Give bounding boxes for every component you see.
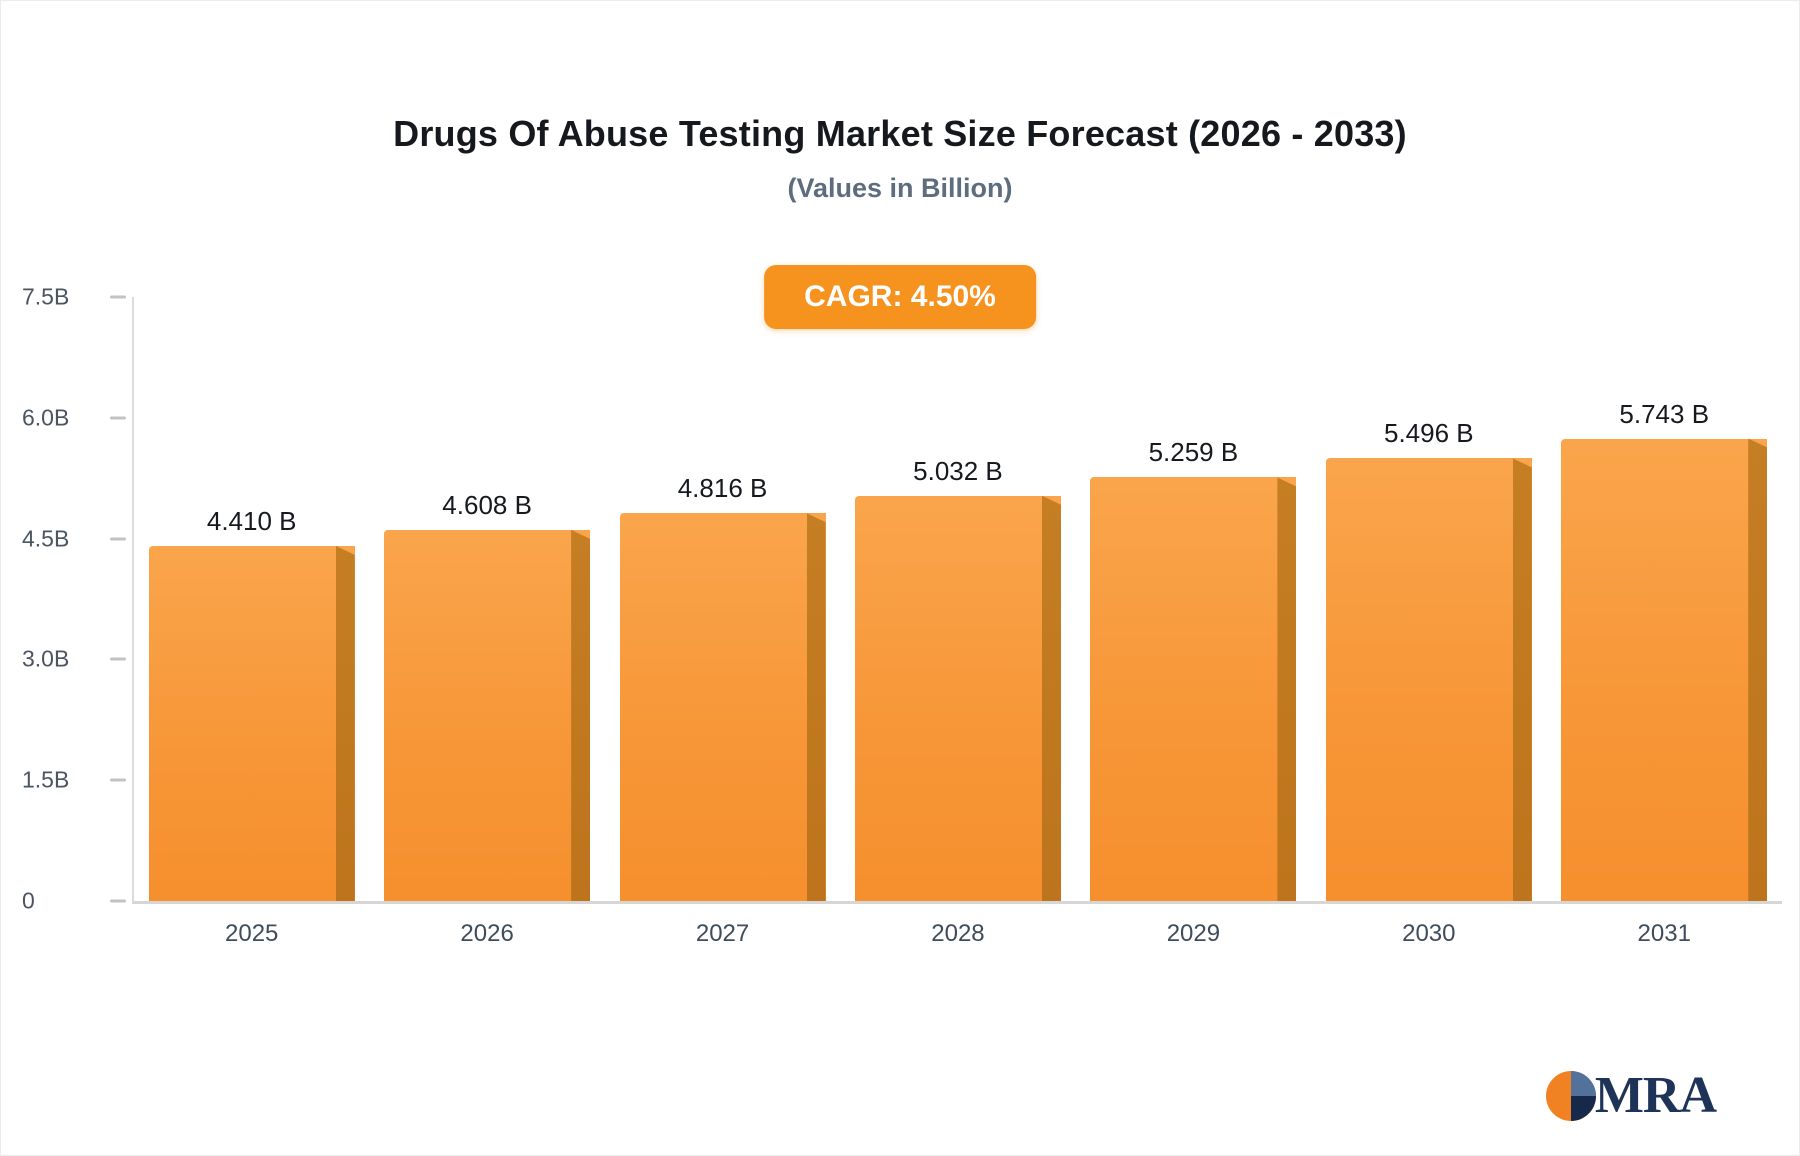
bar-group: 5.496 B 2030	[1325, 297, 1532, 947]
x-axis-label: 2027	[695, 920, 750, 947]
bar-value-label: 5.259 B	[1148, 437, 1239, 468]
y-axis-tick: 3.0B	[22, 646, 126, 673]
y-axis-tick-label: 1.5B	[22, 766, 70, 793]
bar-chart: 7.5B 6.0B 4.5B 3.0B 1.5B 0 4.410 B 2025 4.608 B…	[22, 284, 1782, 947]
bar-group: 4.816 B 2027	[619, 297, 826, 947]
bar-value-label: 5.496 B	[1383, 418, 1474, 449]
chart-subtitle: (Values in Billion)	[787, 173, 1013, 203]
x-axis-label: 2031	[1637, 920, 1691, 947]
bar	[619, 513, 826, 901]
bar	[1090, 477, 1297, 901]
x-axis-label: 2030	[1402, 920, 1456, 947]
logo-text: MRA	[1594, 1067, 1717, 1124]
y-axis-tick: 7.5B	[22, 284, 126, 311]
y-axis-tick: 1.5B	[22, 767, 126, 794]
chart-title: Drugs Of Abuse Testing Market Size Forec…	[393, 113, 1407, 154]
y-axis-tick: 6.0B	[22, 404, 126, 431]
y-axis-tick-mark	[110, 537, 126, 541]
y-axis-tick-label: 0	[22, 887, 35, 914]
plot-area: 4.410 B 2025 4.608 B 2026 4.816 B 2027 5.032 B…	[134, 297, 1782, 947]
bar	[384, 529, 591, 901]
x-axis-label: 2025	[225, 920, 279, 947]
y-axis-tick-mark	[110, 657, 126, 661]
bar	[148, 545, 355, 901]
bar-group: 5.259 B 2029	[1090, 297, 1297, 947]
bar-group: 4.608 B 2026	[384, 297, 591, 947]
x-axis-label: 2028	[931, 920, 985, 947]
y-axis-tick-label: 6.0B	[22, 404, 70, 431]
y-axis-tick-mark	[110, 778, 126, 782]
y-axis-tick-label: 7.5B	[22, 283, 70, 310]
bar-value-label: 5.032 B	[913, 455, 1003, 486]
y-axis-tick: 0	[22, 888, 126, 915]
y-axis-tick-mark	[110, 899, 126, 903]
logo-pie-icon	[1545, 1070, 1596, 1121]
y-axis-tick-label: 4.5B	[22, 525, 70, 552]
bar-value-label: 4.816 B	[677, 473, 768, 504]
y-axis-tick-mark	[110, 295, 126, 299]
bar-value-label: 5.743 B	[1619, 398, 1710, 429]
y-axis-tick: 4.5B	[22, 525, 126, 552]
bar	[1561, 438, 1768, 901]
bar	[1325, 458, 1532, 901]
y-axis-tick-mark	[110, 416, 126, 420]
bar-group: 5.032 B 2028	[854, 297, 1061, 947]
x-axis-label: 2029	[1166, 920, 1221, 947]
bar-value-label: 4.410 B	[206, 505, 297, 536]
y-axis-tick-label: 3.0B	[22, 645, 70, 672]
x-axis-label: 2026	[460, 920, 514, 947]
brand-logo: MRA	[1543, 1066, 1717, 1125]
bar-group: 5.743 B 2031	[1561, 297, 1768, 947]
cagr-badge: CAGR: 4.50%	[764, 265, 1036, 329]
bar	[854, 495, 1061, 901]
bar-group: 4.410 B 2025	[148, 297, 355, 947]
bar-value-label: 4.608 B	[442, 489, 532, 520]
